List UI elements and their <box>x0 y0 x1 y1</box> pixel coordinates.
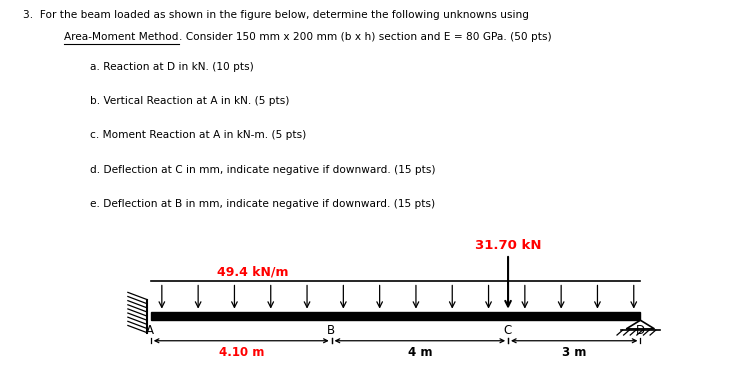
Text: 3.  For the beam loaded as shown in the figure below, determine the following un: 3. For the beam loaded as shown in the f… <box>23 10 529 20</box>
Text: 3 m: 3 m <box>562 346 587 359</box>
Text: B: B <box>328 324 335 337</box>
Text: c. Moment Reaction at A in kN-m. (5 pts): c. Moment Reaction at A in kN-m. (5 pts) <box>90 130 306 140</box>
Text: e. Deflection at B in mm, indicate negative if downward. (15 pts): e. Deflection at B in mm, indicate negat… <box>90 199 435 209</box>
Text: A: A <box>146 324 154 337</box>
Text: a. Reaction at D in kN. (10 pts): a. Reaction at D in kN. (10 pts) <box>90 62 254 72</box>
Text: . Consider 150 mm x 200 mm (b x h) section and E = 80 GPa. (50 pts): . Consider 150 mm x 200 mm (b x h) secti… <box>178 32 551 42</box>
Bar <box>151 312 640 320</box>
Text: b. Vertical Reaction at A in kN. (5 pts): b. Vertical Reaction at A in kN. (5 pts) <box>90 96 290 106</box>
Text: 49.4 kN/m: 49.4 kN/m <box>217 266 288 279</box>
Text: Area-Moment Method: Area-Moment Method <box>64 32 178 42</box>
Text: 4 m: 4 m <box>407 346 432 359</box>
Text: D: D <box>636 324 645 337</box>
Text: C: C <box>504 324 512 337</box>
Text: 31.70 kN: 31.70 kN <box>475 239 541 252</box>
Text: d. Deflection at C in mm, indicate negative if downward. (15 pts): d. Deflection at C in mm, indicate negat… <box>90 165 436 175</box>
Text: 4.10 m: 4.10 m <box>218 346 264 359</box>
